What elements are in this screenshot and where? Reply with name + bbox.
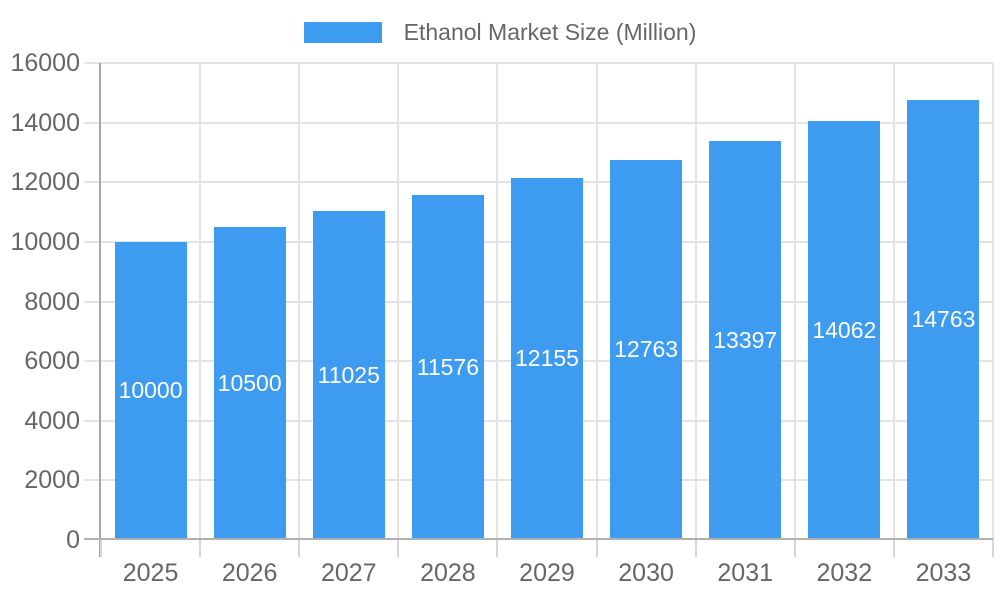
bar-value-label: 13397 (713, 326, 778, 353)
x-axis-line (84, 538, 993, 540)
v-gridline (694, 63, 697, 540)
y-axis-tick-label: 12000 (10, 168, 80, 197)
x-axis-tick (694, 540, 697, 557)
x-axis-tick (100, 540, 102, 557)
legend[interactable]: Ethanol Market Size (Million) (0, 19, 1000, 45)
x-axis-tick-label: 2029 (519, 559, 575, 587)
x-axis-tick-label: 2032 (816, 559, 873, 587)
v-gridline (298, 63, 301, 540)
x-axis-tick-label: 2027 (320, 559, 377, 587)
v-gridline (992, 63, 994, 540)
bar[interactable]: 11025 (312, 211, 385, 540)
bar[interactable]: 11576 (411, 194, 484, 540)
x-axis-tick-label: 2033 (915, 559, 972, 587)
h-gridline (84, 121, 993, 124)
x-axis-tick-label: 2026 (221, 559, 278, 587)
bar-value-label: 10500 (217, 369, 282, 396)
bar-value-label: 11576 (416, 353, 479, 380)
bar-value-label: 12155 (515, 345, 579, 372)
v-gridline (496, 63, 499, 540)
x-axis-tick-label: 2030 (618, 559, 674, 587)
y-axis-tick-label: 8000 (24, 287, 80, 316)
y-axis-tick-label: 4000 (24, 406, 80, 435)
v-gridline (397, 63, 400, 540)
bar[interactable]: 10500 (213, 226, 286, 540)
y-axis-tick-label: 10000 (10, 227, 80, 256)
bar[interactable]: 13397 (709, 140, 782, 540)
bar[interactable]: 12763 (610, 159, 683, 540)
v-gridline (793, 63, 796, 540)
legend-swatch (303, 21, 382, 43)
legend-label: Ethanol Market Size (Million) (403, 19, 697, 45)
y-axis-tick-label: 2000 (24, 466, 80, 495)
bar[interactable]: 14763 (907, 99, 980, 540)
bar-value-label: 14763 (911, 306, 976, 333)
h-gridline (84, 62, 993, 64)
x-axis-tick-label: 2025 (122, 559, 179, 587)
bar-value-label: 10000 (118, 377, 183, 404)
bar[interactable]: 14062 (808, 120, 881, 540)
v-gridline (595, 63, 598, 540)
v-gridline (892, 63, 895, 540)
bar[interactable]: 12155 (511, 177, 583, 540)
bar-value-label: 14062 (812, 316, 877, 343)
x-axis-tick (992, 540, 994, 557)
x-axis-tick (892, 540, 895, 557)
x-axis-tick-label: 2028 (420, 559, 476, 587)
x-axis-tick (199, 540, 202, 557)
x-axis-tick (298, 540, 301, 557)
x-axis-tick (496, 540, 499, 557)
bar[interactable]: 10000 (114, 241, 187, 540)
y-axis-tick-label: 0 (66, 526, 80, 554)
plot-area: 10000 10500 11025 11576 12155 12763 13397 14062… (10, 50, 994, 586)
bar-value-label: 11025 (317, 362, 380, 389)
y-axis-tick-label: 16000 (10, 49, 80, 77)
x-axis-tick-label: 2031 (717, 559, 774, 587)
y-axis-tick-label: 14000 (10, 108, 80, 137)
x-axis-tick (595, 540, 598, 557)
y-axis-tick-label: 6000 (24, 347, 80, 376)
x-axis-tick (793, 540, 796, 557)
x-axis-tick (397, 540, 400, 557)
y-axis-line (99, 63, 101, 557)
bar-value-label: 12763 (614, 336, 679, 363)
v-gridline (199, 63, 202, 540)
